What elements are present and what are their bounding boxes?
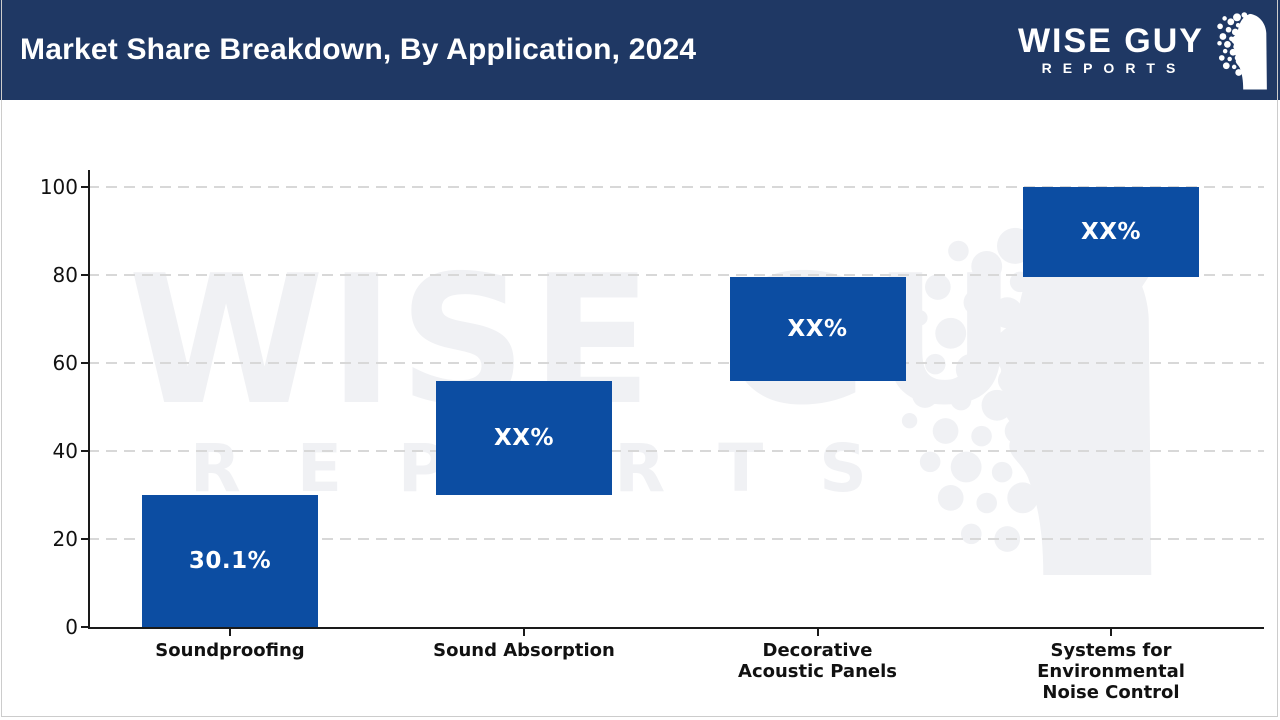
gridline <box>88 362 1264 364</box>
y-tick-label: 20 <box>52 527 78 551</box>
x-tick <box>816 629 819 636</box>
y-tick-label: 60 <box>52 351 78 375</box>
category-label-line: Noise Control <box>1042 682 1180 703</box>
bar-segment: XX% <box>436 381 612 495</box>
x-tick <box>1110 629 1112 636</box>
x-axis-line <box>88 627 1264 629</box>
category-label-line: Soundproofing <box>155 640 305 661</box>
y-tick <box>81 186 88 188</box>
bar-value-label: XX% <box>787 316 848 343</box>
y-tick <box>81 274 88 276</box>
wiseguy-logo: WISE GUY REPORTS <box>1018 8 1280 92</box>
logo-reports-text: REPORTS <box>1041 60 1187 76</box>
y-tick <box>81 538 88 540</box>
y-tick-label: 40 <box>52 439 78 463</box>
category-label: Systems for Environmental Noise Control <box>981 640 1241 703</box>
bar-value-label: XX% <box>1080 219 1141 246</box>
bar-segment: XX% <box>1023 187 1199 278</box>
category-label-line: Sound Absorption <box>433 640 615 661</box>
bar-value-label: XX% <box>493 424 554 451</box>
y-tick <box>81 450 88 452</box>
category-label: Sound Absorption <box>394 640 654 661</box>
category-label-line: Systems for <box>1050 640 1172 661</box>
header-bar: Market Share Breakdown, By Application, … <box>0 0 1280 100</box>
y-axis-line <box>88 170 90 629</box>
category-label-line: Acoustic Panels <box>738 661 897 682</box>
category-label-line: Environmental <box>1037 661 1185 682</box>
y-tick <box>81 362 88 364</box>
y-tick-label: 80 <box>52 263 78 287</box>
gridline <box>88 186 1264 188</box>
bar-value-label: 30.1% <box>188 547 272 574</box>
logo-wiseguy-text: WISE GUY <box>1017 22 1204 60</box>
y-tick-label: 0 <box>65 615 78 639</box>
y-tick-label: 100 <box>39 175 78 199</box>
category-label: Decorative Acoustic Panels <box>688 640 948 682</box>
wiseguy-face-icon <box>1217 12 1267 90</box>
category-label-line: Decorative <box>762 640 873 661</box>
gridline <box>88 274 1264 276</box>
category-label: Soundproofing <box>100 640 360 661</box>
bar-segment: 30.1% <box>142 494 318 627</box>
gridline <box>88 538 1264 540</box>
x-tick <box>523 629 525 636</box>
gridline <box>88 450 1264 452</box>
page-title: Market Share Breakdown, By Application, … <box>20 33 697 66</box>
y-tick <box>81 626 88 628</box>
bar-segment: XX% <box>729 277 906 382</box>
wiseguy-face-watermark-icon <box>898 222 1152 575</box>
x-tick <box>229 629 231 636</box>
